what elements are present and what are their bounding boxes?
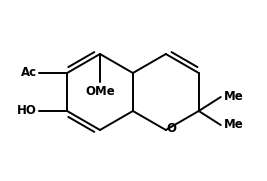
Text: Me: Me	[224, 119, 244, 132]
Text: Me: Me	[224, 90, 244, 104]
Text: Ac: Ac	[21, 66, 37, 79]
Text: OMe: OMe	[85, 85, 115, 98]
Text: HO: HO	[17, 104, 37, 117]
Text: O: O	[167, 121, 177, 134]
